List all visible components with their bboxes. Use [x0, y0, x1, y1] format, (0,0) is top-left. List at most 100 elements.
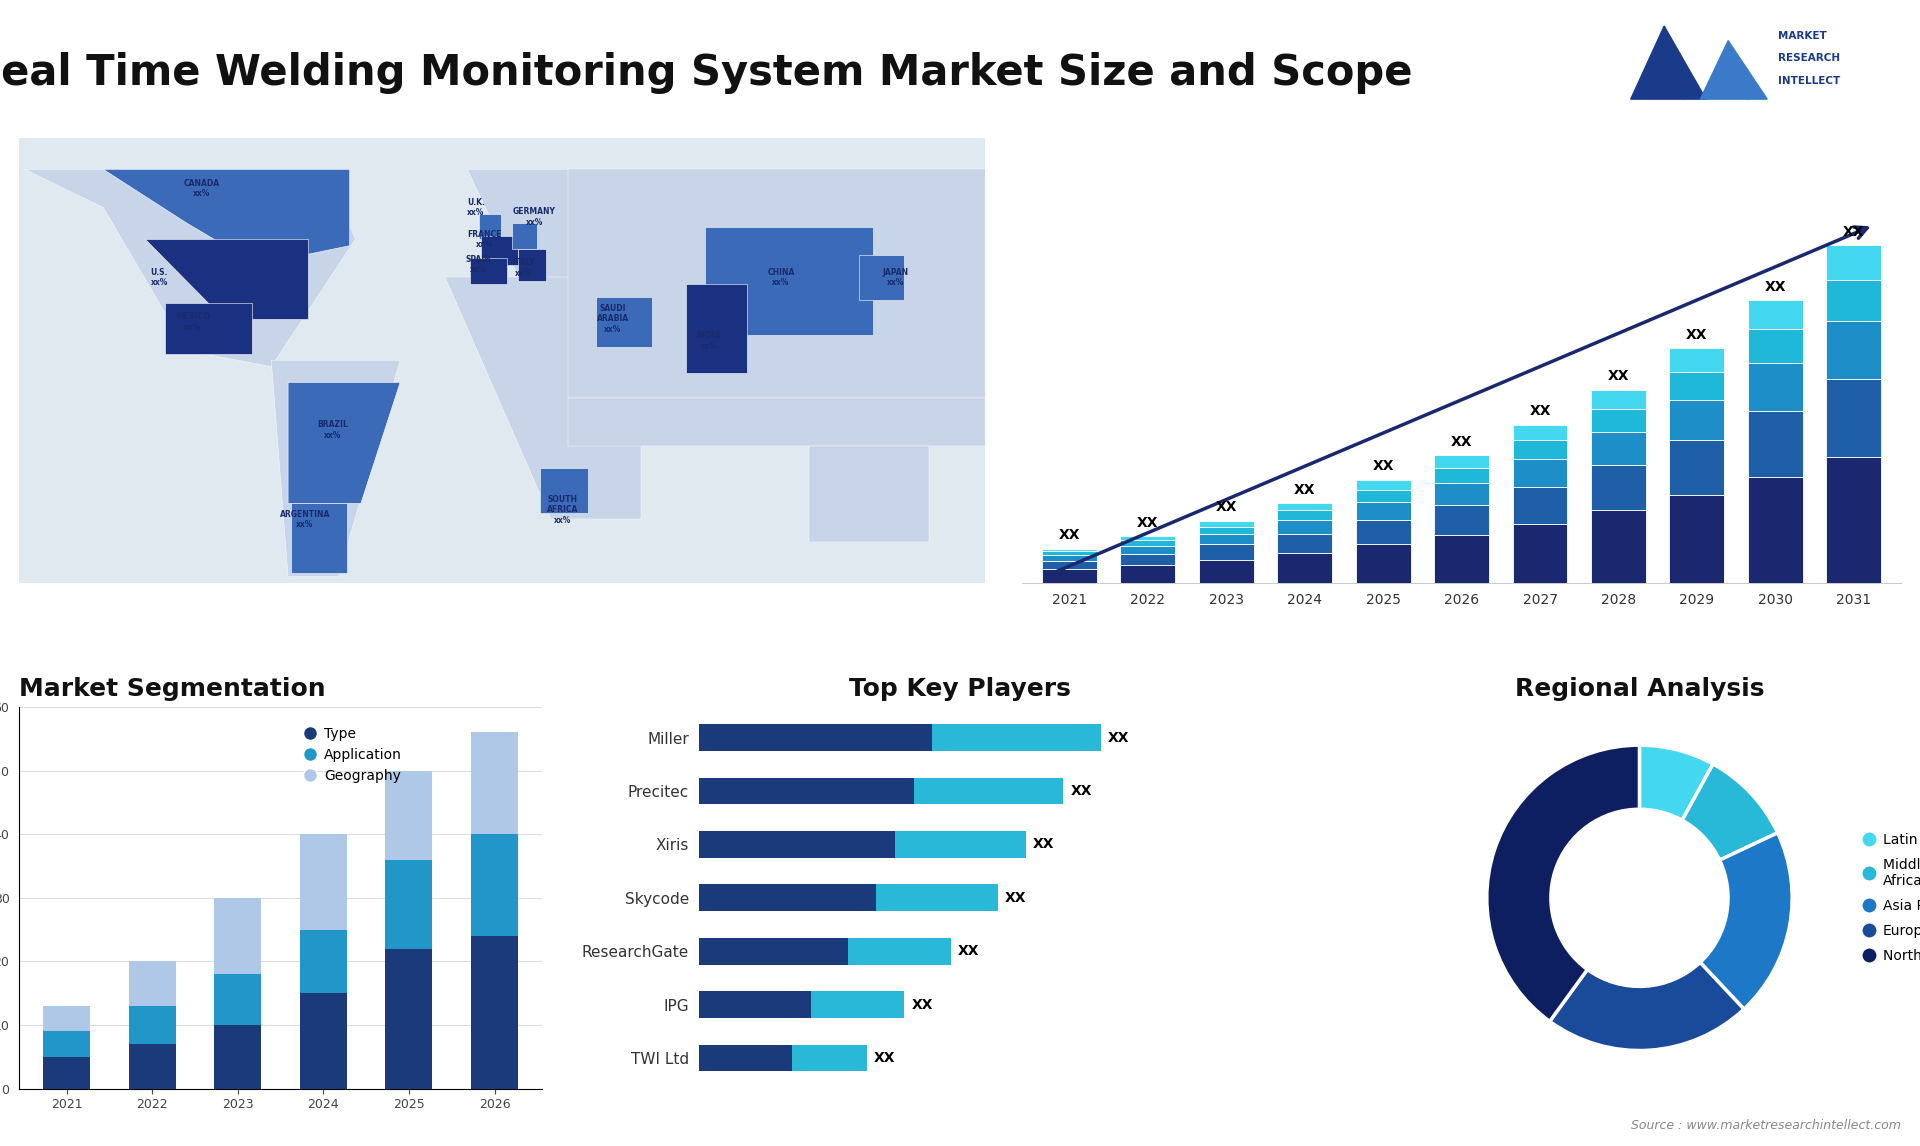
Bar: [215, 897, 261, 974]
Bar: [386, 949, 432, 1089]
Text: FRANCE
xx%: FRANCE xx%: [467, 229, 501, 249]
Text: MEXICO
xx%: MEXICO xx%: [177, 313, 209, 331]
Bar: [1277, 520, 1332, 534]
Text: SOUTH
AFRICA
xx%: SOUTH AFRICA xx%: [547, 495, 578, 525]
Bar: [1826, 245, 1882, 280]
Bar: [42, 1006, 90, 1031]
Polygon shape: [104, 170, 349, 265]
Bar: [1513, 425, 1567, 440]
Wedge shape: [1640, 745, 1713, 821]
Text: JAPAN
xx%: JAPAN xx%: [883, 268, 908, 288]
Bar: [1668, 371, 1724, 400]
Bar: [1198, 527, 1254, 534]
Polygon shape: [1665, 26, 1705, 99]
Bar: [1747, 363, 1803, 411]
Bar: [933, 724, 1100, 751]
Bar: [1277, 534, 1332, 552]
Bar: [1434, 468, 1490, 482]
Bar: [1826, 378, 1882, 457]
Polygon shape: [445, 277, 641, 519]
Wedge shape: [1549, 963, 1743, 1051]
Polygon shape: [568, 170, 1000, 399]
Bar: [1356, 480, 1411, 489]
Bar: [1434, 535, 1490, 583]
Bar: [1592, 465, 1645, 510]
Text: SAUDI
ARABIA
xx%: SAUDI ARABIA xx%: [597, 304, 630, 333]
Bar: [1434, 504, 1490, 535]
Bar: [699, 991, 810, 1018]
Bar: [1668, 400, 1724, 440]
Text: INTELLECT: INTELLECT: [1778, 76, 1841, 86]
Text: INDIA
xx%: INDIA xx%: [695, 331, 720, 351]
Polygon shape: [540, 469, 588, 513]
Bar: [470, 834, 518, 936]
Bar: [1356, 489, 1411, 502]
Polygon shape: [705, 227, 874, 335]
Bar: [300, 994, 348, 1089]
Text: Source : www.marketresearchintellect.com: Source : www.marketresearchintellect.com: [1630, 1120, 1901, 1132]
Bar: [1277, 510, 1332, 520]
Wedge shape: [1699, 833, 1791, 1010]
Bar: [1668, 495, 1724, 583]
Text: XX: XX: [1137, 516, 1158, 529]
Bar: [1043, 549, 1096, 551]
Wedge shape: [1682, 764, 1778, 861]
Text: ITALY
xx%: ITALY xx%: [513, 258, 534, 277]
Bar: [1277, 503, 1332, 510]
Text: XX: XX: [1686, 328, 1707, 342]
Text: XX: XX: [1373, 460, 1394, 473]
Bar: [1121, 545, 1175, 554]
Polygon shape: [290, 503, 348, 573]
Text: ARGENTINA
xx%: ARGENTINA xx%: [280, 510, 330, 529]
Text: GERMANY
xx%: GERMANY xx%: [513, 207, 557, 227]
Polygon shape: [513, 223, 538, 249]
Polygon shape: [1630, 26, 1684, 99]
Text: Real Time Welding Monitoring System Market Size and Scope: Real Time Welding Monitoring System Mark…: [0, 52, 1413, 94]
Bar: [42, 1031, 90, 1057]
Bar: [1513, 487, 1567, 524]
Bar: [215, 974, 261, 1025]
Bar: [1043, 570, 1096, 583]
Bar: [1826, 280, 1882, 321]
Bar: [1747, 329, 1803, 363]
Text: U.S.
xx%: U.S. xx%: [150, 268, 167, 288]
Bar: [1434, 482, 1490, 504]
Polygon shape: [597, 297, 653, 347]
Bar: [699, 831, 895, 858]
Text: BRAZIL
xx%: BRAZIL xx%: [317, 421, 348, 440]
Bar: [1198, 559, 1254, 583]
Wedge shape: [1486, 745, 1640, 1021]
Title: Regional Analysis: Regional Analysis: [1515, 677, 1764, 701]
Bar: [914, 778, 1064, 804]
Bar: [810, 991, 904, 1018]
Legend: Latin America, Middle East &
Africa, Asia Pacific, Europe, North America: Latin America, Middle East & Africa, Asi…: [1857, 827, 1920, 968]
Bar: [699, 778, 914, 804]
Text: XX: XX: [1452, 434, 1473, 448]
Bar: [699, 724, 933, 751]
Bar: [1198, 534, 1254, 544]
Text: XX: XX: [874, 1051, 895, 1065]
Polygon shape: [478, 214, 501, 240]
Bar: [793, 1045, 868, 1072]
Polygon shape: [1701, 40, 1747, 99]
Bar: [1513, 440, 1567, 460]
Bar: [1826, 321, 1882, 378]
Text: XX: XX: [1004, 890, 1027, 905]
Bar: [300, 929, 348, 994]
Bar: [1747, 411, 1803, 477]
Polygon shape: [165, 303, 252, 354]
Bar: [1668, 348, 1724, 371]
Text: XX: XX: [1215, 501, 1236, 515]
Polygon shape: [288, 383, 399, 503]
Circle shape: [1551, 809, 1728, 987]
Text: MARKET: MARKET: [1778, 31, 1828, 41]
Bar: [1826, 457, 1882, 583]
Bar: [1747, 300, 1803, 329]
Polygon shape: [518, 249, 545, 281]
Bar: [1434, 455, 1490, 468]
Bar: [129, 961, 175, 1006]
Legend: Type, Application, Geography: Type, Application, Geography: [298, 722, 407, 788]
Bar: [129, 1006, 175, 1044]
Bar: [1277, 552, 1332, 583]
Bar: [699, 937, 849, 965]
